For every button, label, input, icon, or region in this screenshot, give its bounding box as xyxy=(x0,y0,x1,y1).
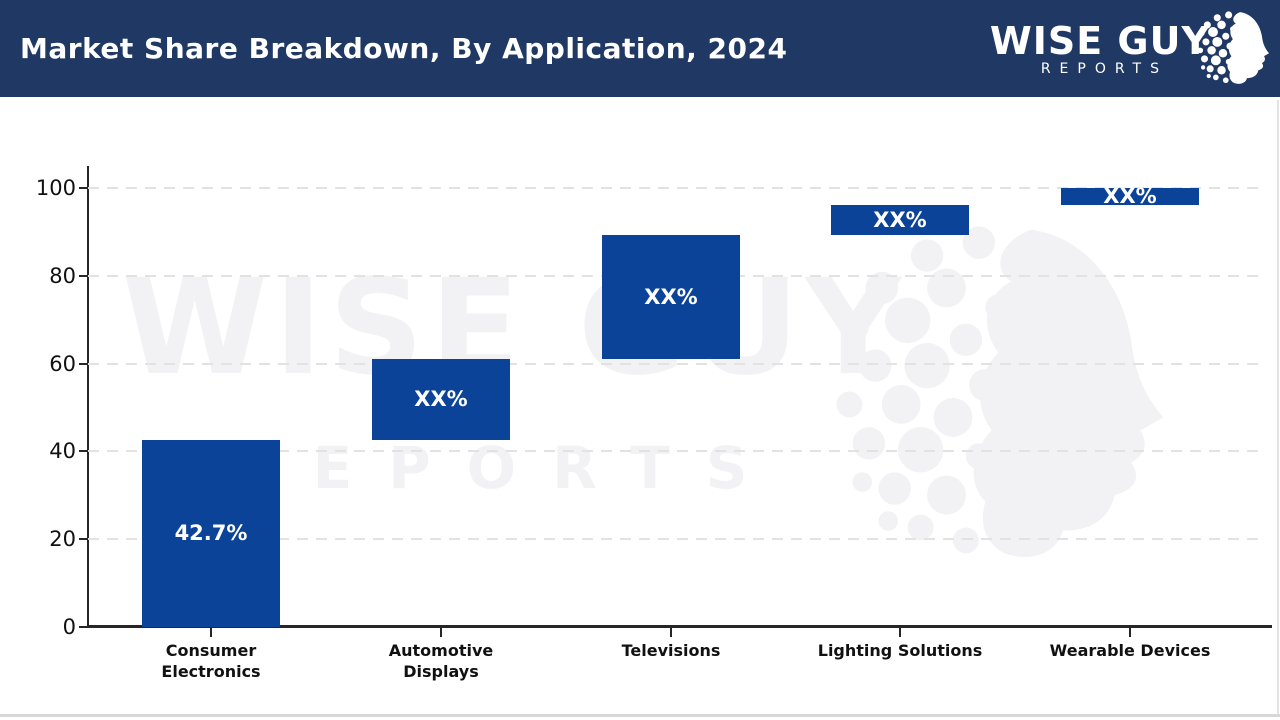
x-axis-label: Consumer Electronics xyxy=(161,641,261,681)
page-title: Market Share Breakdown, By Application, … xyxy=(20,32,788,65)
x-tick-mark xyxy=(670,628,672,637)
bar-segment xyxy=(142,439,280,627)
gridline xyxy=(88,362,1262,365)
x-tick-mark xyxy=(210,628,212,637)
right-edge-rule xyxy=(1277,100,1279,714)
x-tick-mark xyxy=(1129,628,1131,637)
bar-value-label: XX% xyxy=(873,207,927,232)
x-tick-mark xyxy=(440,628,442,637)
gridline xyxy=(88,538,1262,541)
logo-wordmark-block: WISE GUY REPORTS xyxy=(990,21,1210,77)
x-tick-mark xyxy=(899,628,901,637)
x-axis-label: Wearable Devices xyxy=(1049,641,1211,660)
bar-value-label: XX% xyxy=(1103,184,1157,209)
y-tick-label: 80 xyxy=(49,263,76,288)
y-axis xyxy=(87,166,89,628)
bar-segment xyxy=(1061,188,1199,205)
bar-value-label: 42.7% xyxy=(174,521,248,546)
y-tick-mark xyxy=(79,538,88,541)
x-axis-label: Televisions xyxy=(621,641,721,660)
watermark-wordmark: WISE GUY xyxy=(122,251,908,405)
bar-value-label: XX% xyxy=(644,284,698,309)
y-tick-label: 0 xyxy=(62,615,76,639)
wise-guy-logo: WISE GUY REPORTS xyxy=(990,4,1274,94)
bar-value-label: XX% xyxy=(414,387,468,412)
y-tick-mark xyxy=(79,274,88,277)
y-tick-label: 60 xyxy=(49,351,76,376)
logo-wordmark: WISE GUY xyxy=(989,19,1210,63)
logo-subtitle: REPORTS xyxy=(1040,61,1168,77)
y-tick-mark xyxy=(79,450,88,453)
y-tick-label: 100 xyxy=(35,176,76,200)
x-axis-label: Lighting Solutions xyxy=(817,641,983,660)
y-tick-mark xyxy=(79,626,88,628)
y-tick-label: 40 xyxy=(49,439,76,464)
watermark-face-icon xyxy=(836,226,1164,558)
x-axis xyxy=(87,625,1272,628)
header: Market Share Breakdown, By Application, … xyxy=(0,0,1280,97)
x-axis-label: Automotive Displays xyxy=(388,641,494,681)
y-tick-mark xyxy=(79,187,88,189)
footer-rule xyxy=(0,714,1280,717)
bar-segment xyxy=(372,359,510,440)
bar-segment xyxy=(602,234,740,360)
gridline xyxy=(88,187,1262,189)
bar-segment xyxy=(831,204,969,235)
watermark-subtitle: REPORTS xyxy=(232,434,784,502)
y-tick-label: 20 xyxy=(49,527,76,552)
gridline xyxy=(88,450,1262,453)
y-tick-mark xyxy=(79,362,88,365)
